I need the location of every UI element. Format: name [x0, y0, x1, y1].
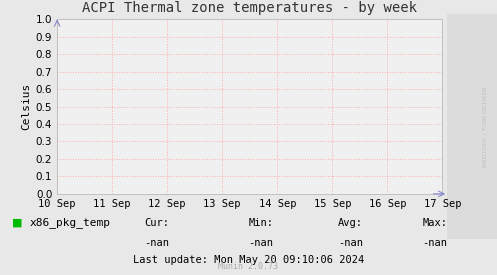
Text: Min:: Min: [248, 218, 273, 228]
Text: ■: ■ [12, 218, 23, 228]
Text: RRDTOOL / TOBI OETIKER: RRDTOOL / TOBI OETIKER [482, 86, 487, 167]
Title: ACPI Thermal zone temperatures - by week: ACPI Thermal zone temperatures - by week [82, 1, 417, 15]
Text: Avg:: Avg: [338, 218, 363, 228]
Text: -nan: -nan [248, 238, 273, 248]
Text: -nan: -nan [338, 238, 363, 248]
Text: x86_pkg_temp: x86_pkg_temp [30, 217, 111, 228]
Text: -nan: -nan [144, 238, 169, 248]
Text: -nan: -nan [422, 238, 447, 248]
Text: Cur:: Cur: [144, 218, 169, 228]
Text: Max:: Max: [422, 218, 447, 228]
Y-axis label: Celsius: Celsius [22, 83, 32, 130]
Text: Last update: Mon May 20 09:10:06 2024: Last update: Mon May 20 09:10:06 2024 [133, 255, 364, 265]
Text: Munin 2.0.73: Munin 2.0.73 [219, 262, 278, 271]
